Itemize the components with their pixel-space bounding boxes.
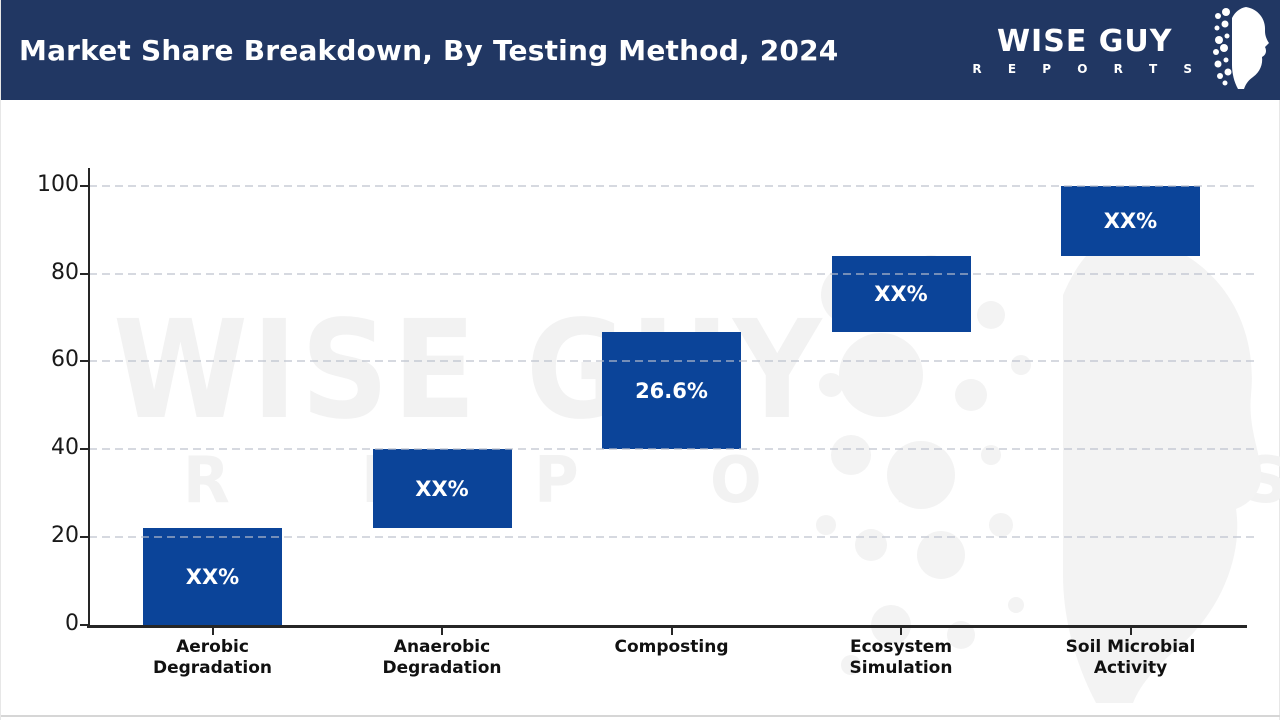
y-tick-label: 40 (51, 435, 79, 461)
x-category-label: Aerobic Degradation (93, 637, 333, 679)
x-category-line: Soil Microbial (1065, 637, 1196, 657)
gridline (89, 184, 1257, 187)
wiseguy-head-icon (1213, 7, 1269, 89)
x-tick-mark (441, 627, 443, 635)
x-category-label: Composting (552, 637, 792, 658)
waterfall-bar: XX% (831, 256, 971, 333)
bar-value-label: XX% (415, 476, 469, 501)
bar-value-label: XX% (185, 564, 240, 589)
y-tick-label: 100 (37, 171, 79, 197)
x-tick-mark (1129, 627, 1132, 635)
header-bar: Market Share Breakdown, By Testing Metho… (1, 0, 1280, 100)
brand-name: WISE GUY (996, 24, 1173, 59)
waterfall-bar: 26.6% (602, 332, 741, 450)
y-tick-label: 80 (51, 259, 79, 285)
x-category-line: Simulation (849, 658, 953, 678)
bar-value-label: XX% (874, 282, 928, 307)
y-tick-mark (80, 536, 88, 539)
gridline (89, 272, 1257, 275)
y-tick-mark (80, 624, 88, 626)
waterfall-bar: XX% (1061, 185, 1200, 257)
y-tick-label: 20 (51, 523, 79, 549)
x-category-line: Degradation (152, 658, 273, 678)
bottom-divider (1, 715, 1280, 717)
x-category-label: Anaerobic Degradation (322, 637, 562, 679)
x-category-line: Aerobic (176, 637, 249, 657)
gridline (89, 360, 1257, 363)
bar-value-label: 26.6% (635, 378, 708, 403)
y-tick-mark (80, 360, 88, 363)
x-tick-mark (900, 627, 902, 635)
brand-logo: WISE GUY R E P O R T S (966, 24, 1203, 76)
y-tick-mark (80, 184, 88, 187)
y-tick-label: 0 (65, 611, 79, 636)
x-category-line: Degradation (382, 658, 502, 678)
y-tick-label: 60 (51, 347, 79, 373)
plot-area: XX% XX% 26.6% XX% XX% 0 20 40 60 80 100 Aerobic Degr… (1, 100, 1280, 720)
waterfall-bar: XX% (143, 528, 282, 625)
gridline (89, 536, 1257, 539)
x-category-line: Composting (614, 637, 729, 657)
gridline (89, 448, 1257, 451)
chart-title: Market Share Breakdown, By Testing Metho… (19, 33, 839, 67)
x-category-label: Soil Microbial Activity (1011, 637, 1251, 679)
brand-subtitle: R E P O R T S (972, 62, 1203, 76)
bar-value-label: XX% (1103, 208, 1158, 233)
x-category-line: Anaerobic (393, 637, 491, 657)
y-tick-mark (80, 448, 88, 451)
x-category-label: Ecosystem Simulation (781, 637, 1021, 679)
waterfall-bar: XX% (372, 449, 512, 529)
x-tick-mark (211, 627, 214, 635)
x-category-line: Ecosystem (849, 637, 953, 657)
x-axis-line (87, 625, 1247, 628)
y-tick-mark (80, 272, 88, 275)
x-category-line: Activity (1093, 658, 1168, 678)
y-axis-line (88, 168, 90, 627)
x-tick-mark (670, 627, 673, 635)
